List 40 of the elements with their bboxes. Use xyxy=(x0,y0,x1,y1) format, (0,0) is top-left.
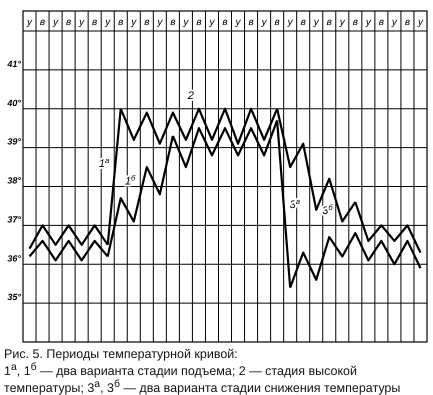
x-tick-label: у xyxy=(78,17,86,28)
y-tick-label: 40° xyxy=(6,98,22,108)
x-tick-label: в xyxy=(66,17,72,28)
x-tick-label: у xyxy=(208,17,216,28)
x-tick-label: в xyxy=(118,17,124,28)
x-tick-label: в xyxy=(248,17,254,28)
x-tick-label: у xyxy=(234,17,242,28)
y-tick-label: 36° xyxy=(7,253,22,264)
x-tick-label: в xyxy=(404,17,410,28)
text: Рис. 5. Периоды температурной кривой: xyxy=(4,347,239,361)
x-tick-label: у xyxy=(390,17,398,28)
x-tick-label: у xyxy=(312,17,320,28)
x-tick-label: в xyxy=(352,17,358,28)
x-tick-label: у xyxy=(104,17,112,28)
x-tick-label: в xyxy=(222,17,228,28)
y-tick-label: 38° xyxy=(7,176,22,186)
x-tick-label: в xyxy=(300,17,306,28)
y-tick-label: 39° xyxy=(7,136,22,147)
x-tick-label: у xyxy=(26,17,34,28)
y-tick-label: 37° xyxy=(7,214,22,224)
x-tick-label: у xyxy=(156,17,164,28)
x-tick-label: у xyxy=(260,17,268,28)
y-tick-label: 35° xyxy=(7,292,22,302)
text: 1$^{а}$, 1$^{б}$ — два варианта стадии подъема; 2 — стадия высокой температуры; 3$^{а}$, 3$^{б}$ — два варианта стадии снижения температуры xyxy=(4,362,400,395)
x-tick-label: у xyxy=(364,17,372,28)
x-tick-label: в xyxy=(144,17,150,28)
x-tick-label: в xyxy=(170,17,176,28)
x-tick-label: у xyxy=(182,17,190,28)
y-tick-label: 41° xyxy=(6,58,22,69)
x-tick-label: у xyxy=(338,17,346,28)
x-tick-label: в xyxy=(40,17,46,28)
x-tick-label: у xyxy=(286,17,294,28)
x-tick-label: у xyxy=(52,17,60,28)
x-tick-label: у xyxy=(416,17,424,28)
x-tick-label: в xyxy=(196,17,202,28)
x-tick-label: у xyxy=(130,17,138,28)
x-tick-label: в xyxy=(326,17,332,28)
x-tick-label: в xyxy=(378,17,384,28)
x-tick-label: в xyxy=(92,17,98,28)
x-tick-label: в xyxy=(274,17,280,28)
